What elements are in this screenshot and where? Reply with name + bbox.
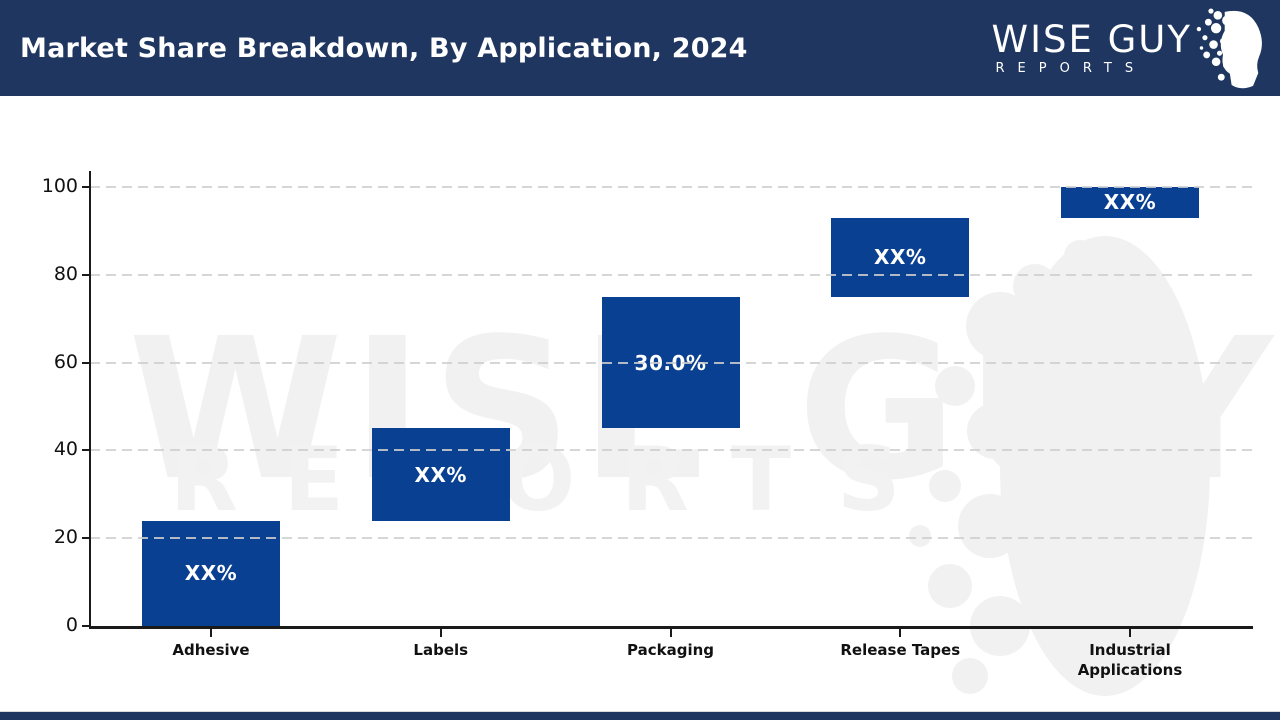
footer-divider [0, 711, 1280, 712]
x-tick-mark [210, 629, 212, 637]
chart-area: XX% XX% 30.0% XX% XX% 0 20 40 60 80 100 Adhesive Lab… [0, 96, 1280, 712]
header-bar: Market Share Breakdown, By Application, … [0, 0, 1280, 96]
brand-name: WISE GUY [991, 17, 1192, 61]
bar-value-label: XX% [184, 561, 238, 586]
watermark-head-icon [909, 236, 1210, 696]
x-tick-mark [669, 629, 672, 637]
bar-value-label: XX% [874, 245, 927, 270]
gridline [90, 537, 1253, 540]
x-tick-mark [899, 629, 902, 637]
y-axis-line [89, 171, 91, 629]
category-label: Labels [413, 641, 469, 659]
x-tick-mark [439, 629, 442, 637]
x-tick-mark [1129, 629, 1131, 637]
category-label: Packaging [627, 641, 714, 659]
watermark-text-2: REPORTS [170, 428, 947, 531]
gridline [90, 273, 1253, 276]
gridline [90, 449, 1253, 452]
y-tick-mark [82, 449, 90, 452]
gridline [90, 186, 1253, 188]
brand-logo: WISE GUY REPORTS [992, 4, 1266, 92]
y-tick-label: 0 [65, 614, 78, 636]
dotted-head-icon [1196, 8, 1262, 89]
category-label: Release Tapes [840, 641, 961, 659]
y-tick-mark [82, 361, 90, 364]
y-tick-label: 80 [53, 262, 78, 285]
y-tick-label: 100 [41, 175, 78, 197]
y-tick-label: 40 [53, 438, 78, 461]
gridline [90, 361, 1253, 364]
bar-segment: XX% [371, 428, 510, 521]
y-tick-mark [82, 537, 90, 540]
page-title: Market Share Breakdown, By Application, … [20, 32, 748, 64]
brand-logo-text: WISE GUY REPORTS [992, 21, 1192, 76]
bar-value-label: XX% [414, 462, 467, 487]
category-label: Industrial Applications [1077, 641, 1183, 679]
y-tick-mark [82, 625, 90, 627]
bar-segment: XX% [1061, 187, 1199, 218]
y-tick-label: 60 [53, 350, 78, 373]
y-tick-mark [82, 273, 90, 276]
y-tick-mark [82, 186, 90, 188]
category-label: Adhesive [172, 641, 250, 659]
bar-value-label: XX% [1103, 190, 1157, 215]
y-tick-label: 20 [53, 526, 78, 549]
x-axis-line [89, 626, 1253, 629]
footer-bar [0, 712, 1280, 720]
bar-segment: XX% [831, 217, 970, 297]
brand-subname: REPORTS [995, 60, 1147, 76]
